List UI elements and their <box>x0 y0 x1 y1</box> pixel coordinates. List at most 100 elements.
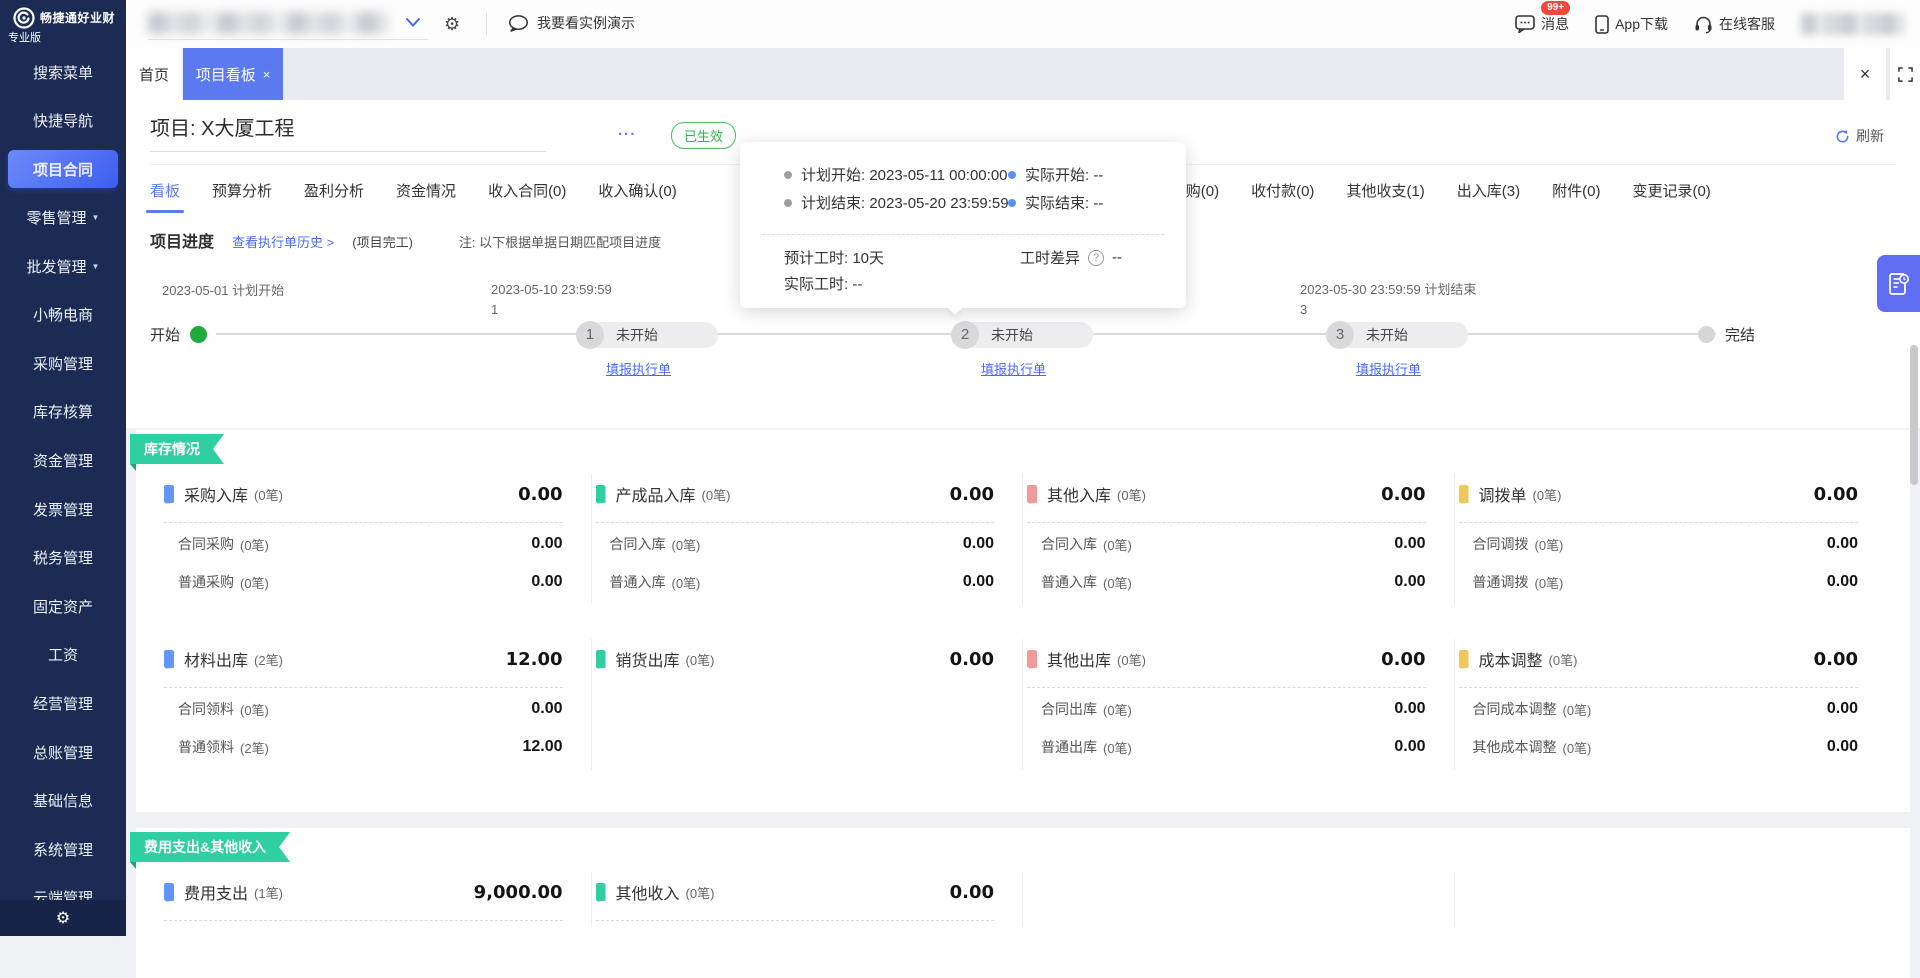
tab-income-contract[interactable]: 收入合同(0) <box>488 182 567 200</box>
sidebar-item-project-contract[interactable]: 项目合同 <box>8 150 118 189</box>
tab-funds[interactable]: 资金情况 <box>396 182 457 200</box>
plan-start-date: 2023-05-01 计划开始 <box>162 283 285 298</box>
project-nav-tabs: 看板 预算分析 盈利分析 资金情况 收入合同(0) 收入确认(0) 采购(0) … <box>150 164 1896 218</box>
sidebar-settings-gear-icon[interactable]: ⚙ <box>0 900 126 936</box>
stat-value: 0.00 <box>1381 648 1426 670</box>
close-tab-icon[interactable]: × <box>262 66 271 82</box>
expense-grid: 费用支出 (1笔) 9,000.00 其他收入 (0笔) 0.00 <box>160 872 1886 927</box>
chevron-down-icon: ▼ <box>91 261 100 271</box>
inventory-grid: 采购入库 (0笔) 0.00 合同采购 (0笔) 0.00 普通采购 (0笔) 0.00… <box>160 474 1886 770</box>
more-options-icon[interactable]: ... <box>618 122 637 139</box>
app-download-button[interactable]: App下载 <box>1595 14 1668 34</box>
stat-marker <box>1458 649 1469 669</box>
messages-button[interactable]: 消息 99+ <box>1515 1 1571 34</box>
message-icon <box>1515 15 1535 33</box>
topbar-divider <box>486 13 487 35</box>
tooltip-arrow <box>947 300 963 316</box>
brand-logo-icon <box>13 7 35 29</box>
sidebar-item-system[interactable]: 系统管理 <box>32 841 93 859</box>
settings-gear-icon[interactable]: ⚙ <box>444 14 461 34</box>
stat-value: 12.00 <box>505 648 563 670</box>
stat-group-empty <box>1023 872 1455 927</box>
tab-home[interactable]: 首页 <box>126 48 182 100</box>
tab-payments[interactable]: 收付款(0) <box>1251 182 1315 200</box>
stat-value: 0.00 <box>1381 483 1426 505</box>
tab-budget-analysis[interactable]: 预算分析 <box>212 182 273 200</box>
messages-label: 消息 <box>1541 16 1570 32</box>
close-icon[interactable]: × <box>1844 48 1886 100</box>
tab-income-confirm[interactable]: 收入确认(0) <box>598 182 677 200</box>
expense-card: 费用支出&其他收入 费用支出 (1笔) 9,000.00 其他收入 (0笔) 0… <box>130 828 1910 978</box>
milestone-date: 2023-05-30 23:59:59 计划结束 <box>1300 282 1477 297</box>
stat-group: 销货出库 (0笔) 0.00 <box>592 639 1023 770</box>
sidebar-item-base-info[interactable]: 基础信息 <box>32 793 93 811</box>
sidebar-item-operations[interactable]: 经营管理 <box>32 695 93 713</box>
quick-report-button[interactable] <box>1877 255 1920 312</box>
document-clock-icon <box>1888 272 1909 295</box>
logo-block: 畅捷通好业财 专业版 <box>0 0 126 48</box>
window-tabbar: 首页 项目看板 × × <box>126 48 1920 100</box>
sidebar-item-general-ledger[interactable]: 总账管理 <box>32 744 93 762</box>
sidebar-item-funds[interactable]: 资金管理 <box>32 452 93 470</box>
tab-board-view[interactable]: 看板 <box>150 165 180 219</box>
sidebar-item-quick-nav[interactable]: 快捷导航 <box>32 113 93 131</box>
sidebar-item-payroll[interactable]: 工资 <box>47 647 78 665</box>
topbar: 畅捷通好业财 专业版 ⚙ 我要看实例演示 消息 99+ <box>0 0 1920 48</box>
fullscreen-icon[interactable] <box>1890 48 1920 100</box>
milestone-status: 未开始 <box>961 322 1093 348</box>
sidebar-item-fixed-assets[interactable]: 固定资产 <box>32 598 93 616</box>
refresh-icon <box>1836 129 1849 143</box>
stat-group: 调拨单 (0笔) 0.00 合同调拨 (0笔) 0.00 普通调拨 (0笔) 0.00 <box>1455 474 1887 605</box>
fill-execution-link[interactable]: 填报执行单 <box>1356 362 1422 377</box>
tab-change-records[interactable]: 变更记录(0) <box>1632 182 1711 200</box>
expense-ribbon: 费用支出&其他收入 <box>130 832 290 862</box>
fill-execution-link[interactable]: 填报执行单 <box>606 362 672 377</box>
chevron-down-icon <box>406 18 420 27</box>
ribbon-fold <box>130 464 136 471</box>
tab-profit-analysis[interactable]: 盈利分析 <box>304 182 365 200</box>
sidebar-item-retail[interactable]: 零售管理 ▼ <box>26 209 100 227</box>
sidebar-item-wholesale[interactable]: 批发管理 ▼ <box>26 258 100 276</box>
demo-link[interactable]: 我要看实例演示 <box>508 13 635 33</box>
stat-group: 材料出库 (2笔) 12.00 合同领料 (0笔) 0.00 普通领料 (2笔) 12.… <box>160 639 592 770</box>
project-complete-label: (项目完工) <box>352 235 413 250</box>
start-label: 开始 <box>150 327 181 344</box>
tooltip-diff-label: 工时差异 <box>1020 250 1081 267</box>
sidebar: 搜索菜单 快捷导航 项目合同 零售管理 ▼ 批发管理 ▼ 小畅电商 采购管理 库存核… <box>0 48 126 936</box>
stat-group: 产成品入库 (0笔) 0.00 合同入库 (0笔) 0.00 普通入库 (0笔) 0.0… <box>592 474 1023 605</box>
online-support-button[interactable]: 在线客服 <box>1694 14 1775 34</box>
tab-other-income-expense[interactable]: 其他收支(1) <box>1346 182 1425 200</box>
progress-header: 项目进度 查看执行单历史 > (项目完工) 注: 以下根据单据日期匹配项目进度 <box>150 228 661 252</box>
tab-in-out-warehouse[interactable]: 出入库(3) <box>1456 182 1521 200</box>
milestone-circle: 1 <box>576 321 604 349</box>
sidebar-item-ecommerce[interactable]: 小畅电商 <box>32 307 93 325</box>
question-circle-icon[interactable]: ? <box>1088 249 1105 266</box>
sidebar-item-inventory[interactable]: 库存核算 <box>32 404 93 422</box>
milestone-status: 未开始 <box>586 322 718 348</box>
demo-label: 我要看实例演示 <box>537 15 635 31</box>
history-link[interactable]: 查看执行单历史 > <box>232 235 335 250</box>
stat-value: 0.00 <box>1813 648 1858 670</box>
stat-group: 其他收入 (0笔) 0.00 <box>592 872 1023 927</box>
sidebar-item-invoice[interactable]: 发票管理 <box>32 501 93 519</box>
stat-group: 费用支出 (1笔) 9,000.00 <box>160 872 592 927</box>
sidebar-item-search-menu[interactable]: 搜索菜单 <box>32 64 93 82</box>
sidebar-item-tax[interactable]: 税务管理 <box>32 550 93 568</box>
refresh-button[interactable]: 刷新 <box>1835 126 1884 146</box>
headset-icon <box>1695 16 1712 33</box>
company-name-blurred <box>148 12 388 34</box>
tab-project-board[interactable]: 项目看板 × <box>183 48 283 100</box>
sidebar-item-purchase[interactable]: 采购管理 <box>32 355 93 373</box>
speech-bubble-icon <box>508 15 529 32</box>
app-download-label: App下载 <box>1615 16 1668 32</box>
end-label: 完结 <box>1725 327 1756 344</box>
messages-badge: 99+ <box>1541 1 1571 15</box>
tab-attachments[interactable]: 附件(0) <box>1552 182 1601 200</box>
vertical-scrollbar[interactable] <box>1910 345 1918 485</box>
company-selector[interactable] <box>148 10 428 40</box>
project-title: 项目: X大厦工程 <box>150 112 546 152</box>
tooltip-actual-start: 实际开始: -- <box>1025 167 1104 184</box>
fill-execution-link[interactable]: 填报执行单 <box>981 362 1047 377</box>
user-name-blurred[interactable] <box>1801 13 1906 35</box>
brand-edition: 专业版 <box>8 32 41 44</box>
